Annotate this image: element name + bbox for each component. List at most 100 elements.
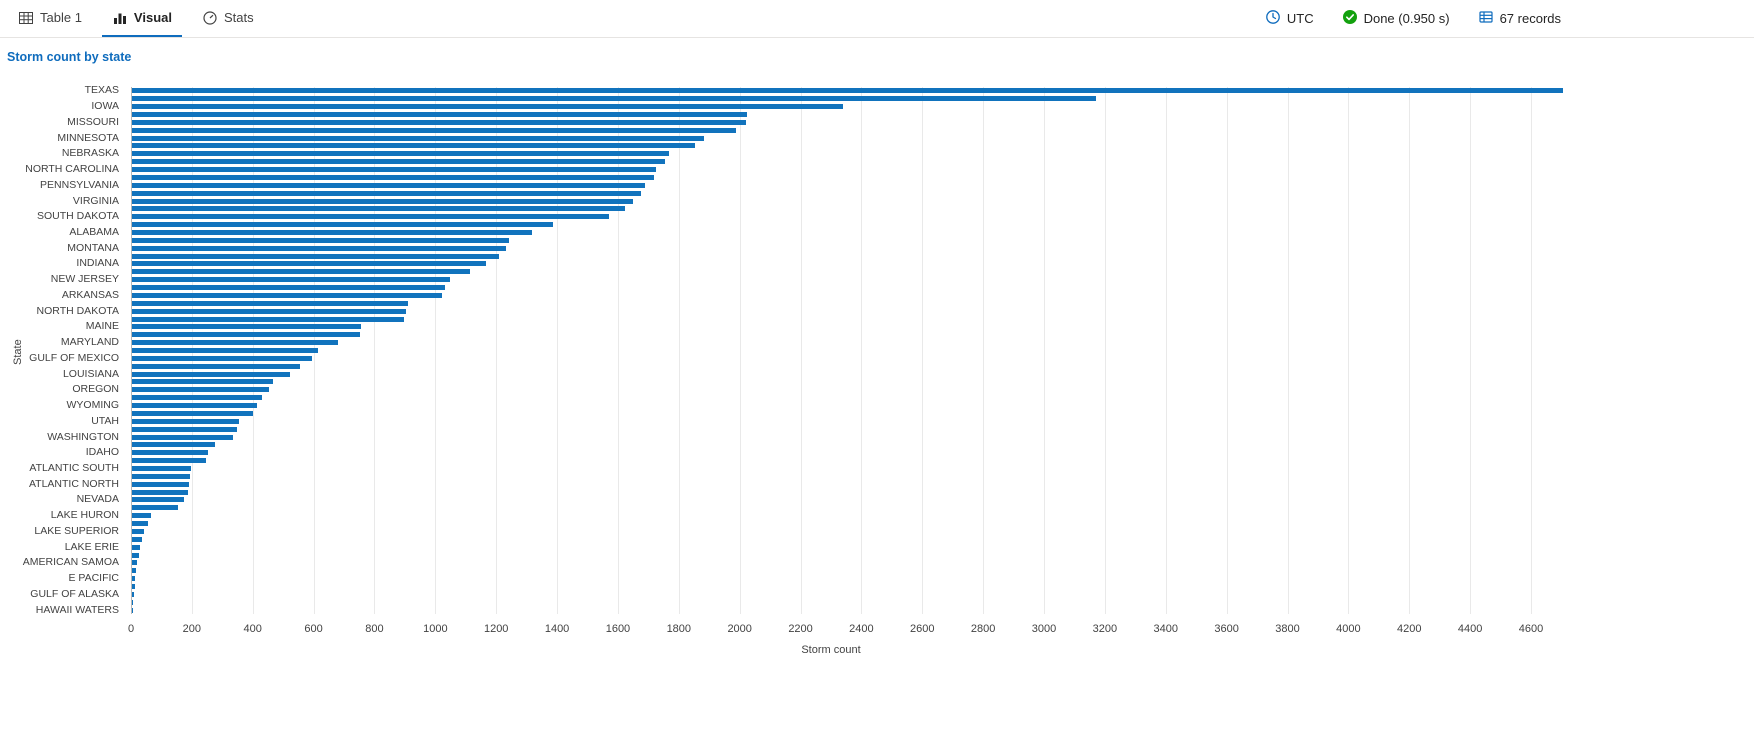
bar[interactable] [132, 143, 696, 149]
bar[interactable] [132, 379, 273, 385]
bar[interactable] [132, 269, 470, 275]
bar[interactable] [132, 552, 140, 558]
bar[interactable] [132, 222, 554, 228]
bar[interactable] [132, 481, 190, 487]
grid-line [1287, 87, 1289, 614]
bar[interactable] [132, 119, 746, 125]
x-axis-tick-label: 2200 [788, 623, 813, 635]
grid-line [800, 87, 802, 614]
bar[interactable] [132, 167, 656, 173]
bar[interactable] [132, 403, 257, 409]
tab-stats-label: Stats [223, 10, 254, 25]
x-axis-ticks: 0 200 400 600 800 1000 1200 1400 1600 1800 2000 220… [128, 623, 1543, 637]
bar[interactable] [132, 521, 148, 527]
bar[interactable] [132, 528, 145, 534]
bar[interactable] [132, 324, 361, 330]
bar[interactable] [132, 159, 665, 165]
bar[interactable] [132, 127, 736, 133]
x-axis-title: Storm count [801, 644, 861, 656]
bar[interactable] [132, 285, 446, 291]
bar[interactable] [132, 434, 234, 440]
bar[interactable] [132, 340, 339, 346]
y-axis-label: GULF OF MEXICO [29, 351, 119, 364]
y-axis-label: LOUISIANA [62, 367, 119, 380]
timezone-selector[interactable]: UTC [1265, 9, 1314, 28]
bar[interactable] [132, 576, 136, 582]
y-axis-label: NORTH DAKOTA [36, 304, 119, 317]
bar[interactable] [132, 261, 487, 267]
tab-table-1[interactable]: Table 1 [8, 0, 92, 37]
bar[interactable] [132, 513, 151, 519]
bar[interactable] [132, 112, 748, 118]
tabs: Table 1 Visual [8, 0, 274, 37]
grid-line [374, 87, 376, 614]
bar[interactable] [132, 292, 443, 298]
bar[interactable] [132, 458, 206, 464]
bar[interactable] [132, 560, 137, 566]
bar[interactable] [132, 151, 670, 157]
bar[interactable] [132, 544, 141, 550]
bar[interactable] [132, 607, 133, 613]
grid-line [435, 87, 437, 614]
bar[interactable] [132, 253, 499, 259]
bar[interactable] [132, 442, 215, 448]
bar[interactable] [132, 96, 1096, 102]
x-axis-tick-label: 200 [182, 623, 202, 635]
query-status: UTC Done (0.950 s) [1265, 0, 1561, 37]
y-axis-label: MARYLAND [60, 336, 119, 349]
bar[interactable] [132, 332, 360, 338]
y-axis-label: LAKE ERIE [64, 540, 119, 553]
bar[interactable] [132, 190, 642, 196]
x-axis-tick-label: 1600 [605, 623, 631, 635]
bar[interactable] [132, 348, 318, 353]
bar[interactable] [132, 426, 237, 432]
bar[interactable] [132, 473, 190, 479]
grid-line [739, 87, 741, 614]
y-axis-label: MINNESOTA [57, 131, 119, 144]
bar[interactable] [132, 599, 134, 605]
bar[interactable] [132, 355, 312, 361]
bar[interactable] [132, 450, 209, 456]
bar[interactable] [132, 465, 191, 471]
x-axis-tick-label: 3800 [1275, 623, 1300, 635]
bar[interactable] [132, 418, 240, 424]
bar[interactable] [132, 182, 646, 188]
bar[interactable] [132, 214, 609, 220]
x-axis-tick-label: 2400 [849, 623, 874, 635]
plot-area [131, 87, 1563, 614]
y-axis-label: MONTANA [67, 241, 119, 254]
success-check-icon [1342, 9, 1358, 28]
bar[interactable] [132, 245, 507, 251]
x-axis-tick-label: 4200 [1397, 623, 1422, 635]
bar[interactable] [132, 489, 188, 495]
bar[interactable] [132, 277, 450, 283]
bar[interactable] [132, 237, 510, 243]
bar[interactable] [132, 230, 533, 235]
grid-line [1470, 87, 1472, 614]
tab-visual[interactable]: Visual [101, 0, 182, 37]
bar[interactable] [132, 387, 269, 393]
bar[interactable] [132, 410, 254, 416]
bar[interactable] [132, 568, 137, 574]
bar[interactable] [132, 536, 143, 542]
bar[interactable] [132, 316, 405, 322]
bar[interactable] [132, 88, 1563, 94]
bar[interactable] [132, 591, 134, 597]
bar[interactable] [132, 308, 406, 314]
bar[interactable] [132, 300, 409, 306]
bar[interactable] [132, 395, 262, 401]
bar[interactable] [132, 363, 300, 369]
bar[interactable] [132, 505, 178, 511]
bar[interactable] [132, 583, 135, 589]
bar[interactable] [132, 174, 655, 180]
bar[interactable] [132, 198, 634, 204]
bar[interactable] [132, 104, 844, 110]
bar[interactable] [132, 371, 291, 377]
y-axis-label: IOWA [91, 100, 119, 113]
bar[interactable] [132, 206, 626, 212]
bar[interactable] [132, 135, 705, 141]
y-axis-label: LAKE SUPERIOR [34, 524, 119, 537]
bar[interactable] [132, 497, 184, 503]
tab-stats[interactable]: Stats [192, 0, 264, 37]
